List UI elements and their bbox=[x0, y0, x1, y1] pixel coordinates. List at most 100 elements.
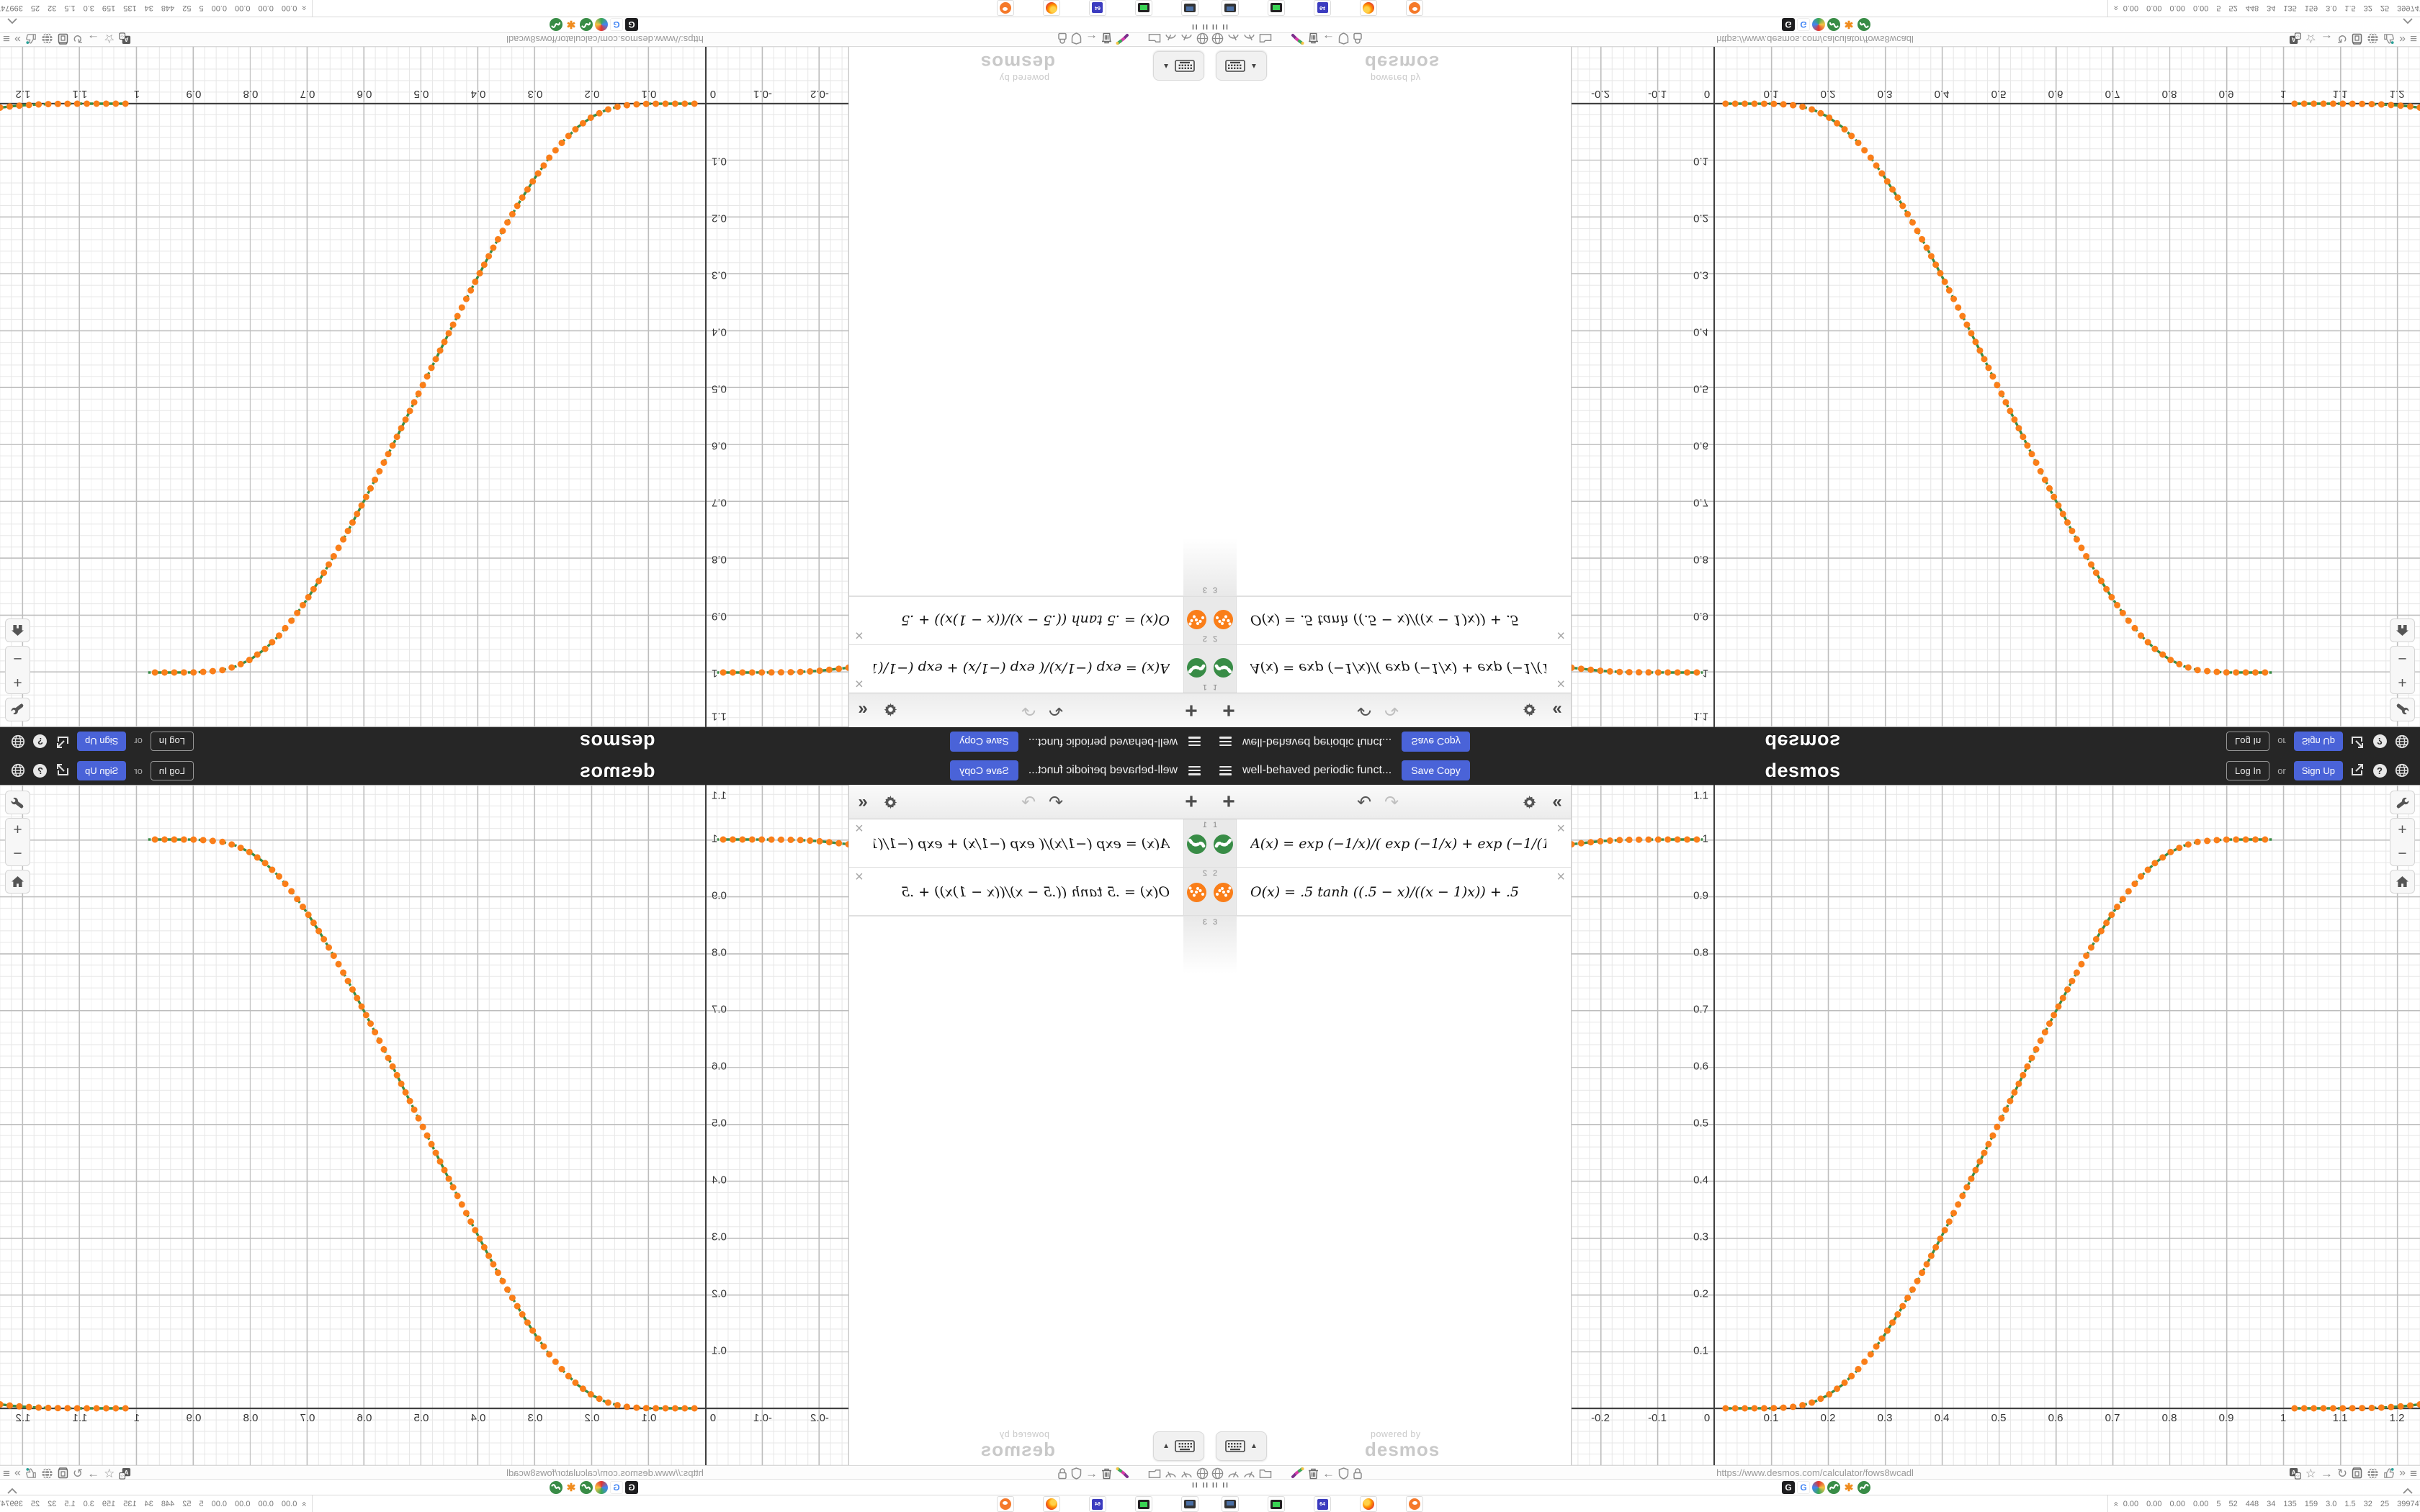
pipe-cleaner-extension-icon[interactable] bbox=[1291, 1467, 1304, 1480]
back-icon[interactable]: ← bbox=[1322, 1466, 1335, 1480]
log-in-button[interactable]: Log In bbox=[2226, 760, 2270, 780]
favicon-google[interactable]: G bbox=[1797, 18, 1810, 31]
redo-button[interactable]: ↷ bbox=[1013, 785, 1044, 819]
line-style-icon-dotted[interactable] bbox=[1213, 882, 1234, 903]
curve-O-dotted[interactable] bbox=[1722, 100, 2275, 676]
log-in-button[interactable]: Log In bbox=[2226, 732, 2270, 752]
thumb-extension-icon[interactable] bbox=[2383, 33, 2395, 45]
back-icon[interactable]: ← bbox=[1085, 32, 1098, 46]
expression-latex[interactable]: A(x) = exp (−1/x)/( exp (−1/x) + exp (−1… bbox=[1250, 660, 1546, 677]
bookmark-star-icon[interactable]: ☆ bbox=[2305, 32, 2316, 46]
favicon-g-dark[interactable]: G bbox=[1782, 1481, 1795, 1494]
line-style-icon-dashed[interactable] bbox=[1213, 834, 1234, 855]
taskbar-dos-app-icon[interactable]: 64 bbox=[1314, 1496, 1331, 1512]
trash-icon[interactable] bbox=[1308, 1467, 1319, 1480]
favicon-g-dark[interactable]: G bbox=[1782, 18, 1795, 31]
reload-icon[interactable]: ↻ bbox=[2336, 1466, 2348, 1480]
graph-canvas[interactable]: -0.2 -0.1 0 0.1 0.2 0.3 0.4 0.5 0.6 0.7 0.8 0.9 1 1.1… bbox=[1572, 785, 2420, 1465]
share-icon[interactable] bbox=[55, 762, 71, 778]
expression-row-3-empty[interactable]: 3 bbox=[1210, 916, 1571, 973]
undo-button[interactable]: ↶ bbox=[1348, 785, 1380, 819]
globe-icon[interactable] bbox=[41, 33, 53, 45]
graph-title[interactable]: well-behaved periodic funct... bbox=[1028, 736, 1178, 748]
log-in-button[interactable]: Log In bbox=[150, 732, 194, 752]
container-icon[interactable] bbox=[58, 33, 68, 45]
translate-icon[interactable]: A ☆ bbox=[2289, 32, 2301, 45]
collapse-panel-button[interactable]: « bbox=[848, 693, 877, 727]
taskbar-firefox-icon[interactable] bbox=[1360, 1496, 1377, 1512]
taskbar-recorder-app-icon[interactable] bbox=[1135, 0, 1152, 16]
favicon-pinwheel[interactable] bbox=[1812, 1481, 1825, 1494]
zoom-out-button[interactable]: − bbox=[2390, 842, 2414, 866]
log-in-button[interactable]: Log In bbox=[150, 760, 194, 780]
desmos-logo[interactable]: desmos bbox=[1765, 759, 1841, 781]
globe-icon[interactable] bbox=[41, 1467, 53, 1480]
curve-O-dotted[interactable] bbox=[2291, 100, 2420, 111]
graph-settings-wrench-button[interactable] bbox=[2390, 791, 2415, 814]
expression-gutter[interactable]: 1 bbox=[1183, 819, 1210, 867]
desmos-logo[interactable]: desmos bbox=[579, 731, 655, 753]
save-copy-button[interactable]: Save Copy bbox=[1402, 760, 1470, 780]
favicon-pinwheel[interactable] bbox=[595, 1481, 608, 1494]
expression-latex[interactable]: A(x) = exp (−1/x)/( exp (−1/x) + exp (−1… bbox=[874, 660, 1170, 677]
taskbar-firefox-icon[interactable] bbox=[1043, 1496, 1060, 1512]
url-field[interactable]: https://www.desmos.com/calculator/fows8w… bbox=[1716, 1467, 1914, 1478]
add-expression-button[interactable]: + bbox=[1175, 785, 1207, 819]
favicon-desmos-wave[interactable] bbox=[580, 18, 593, 31]
gauge-extension-icon[interactable] bbox=[1165, 1468, 1177, 1478]
curve-O-dotted[interactable] bbox=[1722, 836, 2275, 1412]
taskbar-blender-icon[interactable] bbox=[997, 0, 1014, 16]
curve-O-dotted[interactable] bbox=[0, 100, 129, 111]
taskbar-monitor-app-icon[interactable] bbox=[1222, 1496, 1239, 1512]
curve-A-dashed[interactable] bbox=[1725, 838, 2272, 1410]
line-style-icon-dashed[interactable] bbox=[1213, 657, 1234, 678]
help-icon[interactable]: ? bbox=[32, 734, 48, 750]
taskbar-monitor-app-icon[interactable] bbox=[1181, 1496, 1198, 1512]
trash-icon[interactable] bbox=[1101, 33, 1112, 45]
favicon-pinwheel[interactable] bbox=[1812, 18, 1825, 31]
share-icon[interactable] bbox=[55, 734, 71, 750]
expression-latex[interactable]: A(x) = exp (−1/x)/( exp (−1/x) + exp (−1… bbox=[1250, 835, 1546, 852]
redo-button[interactable]: ↷ bbox=[1376, 785, 1407, 819]
save-copy-button[interactable]: Save Copy bbox=[950, 760, 1018, 780]
container-icon[interactable] bbox=[58, 1467, 68, 1479]
default-zoom-home-button[interactable] bbox=[5, 618, 30, 642]
show-keypad-button[interactable]: ▲ bbox=[1153, 51, 1204, 81]
delete-expression-button[interactable]: × bbox=[855, 627, 864, 643]
container-icon[interactable] bbox=[2352, 1467, 2362, 1479]
shield-icon[interactable] bbox=[1071, 1467, 1082, 1480]
sign-up-button[interactable]: Sign Up bbox=[2293, 732, 2343, 752]
default-zoom-home-button[interactable] bbox=[2390, 870, 2415, 894]
translate-icon[interactable]: A ☆ bbox=[119, 32, 131, 45]
expression-latex[interactable]: O(x) = .5 tanh ((.5 − x)/((x − 1)x)) + .… bbox=[901, 883, 1170, 900]
taskbar-firefox-icon[interactable] bbox=[1043, 0, 1060, 16]
favicon-desmos-wave[interactable] bbox=[1857, 1481, 1870, 1494]
curve-O-dotted[interactable] bbox=[145, 836, 698, 1412]
expression-gutter[interactable]: 1 bbox=[1210, 819, 1237, 867]
menu-hamburger-icon[interactable]: ≡ bbox=[3, 32, 10, 46]
delete-expression-button[interactable]: × bbox=[1556, 869, 1565, 885]
sign-up-button[interactable]: Sign Up bbox=[77, 732, 127, 752]
curve-A-dashed[interactable] bbox=[1725, 102, 2272, 674]
zoom-out-button[interactable]: − bbox=[2390, 647, 2414, 670]
gauge-extension-icon[interactable] bbox=[1227, 1468, 1240, 1478]
delete-expression-button[interactable]: × bbox=[855, 675, 864, 691]
expression-gutter[interactable]: 1 bbox=[1183, 645, 1210, 693]
curve-A-dashed[interactable] bbox=[148, 838, 695, 1410]
back-icon[interactable]: ← bbox=[1085, 1466, 1098, 1480]
favicon-gear-orange[interactable]: ✱ bbox=[565, 1481, 578, 1494]
shield-icon[interactable] bbox=[1071, 32, 1082, 45]
pipe-cleaner-extension-icon[interactable] bbox=[1116, 32, 1129, 45]
thumb-extension-icon[interactable] bbox=[2383, 1467, 2395, 1479]
taskbar-firefox-icon[interactable] bbox=[1360, 0, 1377, 16]
delete-expression-button[interactable]: × bbox=[855, 821, 864, 837]
translate-icon[interactable]: A ☆ bbox=[119, 1467, 131, 1480]
lock-icon[interactable] bbox=[1057, 33, 1067, 45]
line-style-icon-dashed[interactable] bbox=[1186, 657, 1207, 678]
shield-icon[interactable] bbox=[1338, 32, 1349, 45]
desmos-logo[interactable]: desmos bbox=[1765, 731, 1841, 753]
favicon-pinwheel[interactable] bbox=[595, 18, 608, 31]
favicon-gear-orange[interactable]: ✱ bbox=[1842, 1481, 1855, 1494]
redo-button[interactable]: ↷ bbox=[1376, 693, 1407, 727]
undo-button[interactable]: ↶ bbox=[1040, 693, 1072, 727]
